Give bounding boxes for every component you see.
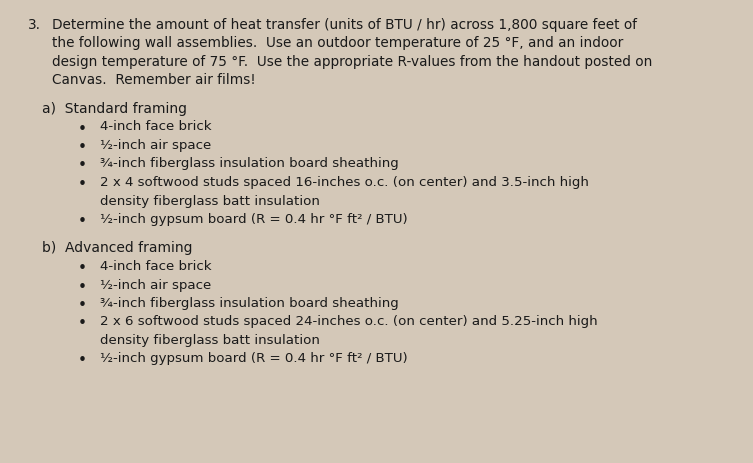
Text: ½-inch gypsum board (R = 0.4 hr °F ft² / BTU): ½-inch gypsum board (R = 0.4 hr °F ft² /… [100,352,407,365]
Text: the following wall assemblies.  Use an outdoor temperature of 25 °F, and an indo: the following wall assemblies. Use an ou… [52,37,623,50]
Text: •: • [78,260,87,275]
Text: 2 x 4 softwood studs spaced 16-inches o.c. (on center) and 3.5-inch high: 2 x 4 softwood studs spaced 16-inches o.… [100,175,589,188]
Text: density fiberglass batt insulation: density fiberglass batt insulation [100,194,320,207]
Text: •: • [78,279,87,294]
Text: •: • [78,158,87,173]
Text: •: • [78,213,87,229]
Text: 4-inch face brick: 4-inch face brick [100,120,212,133]
Text: •: • [78,121,87,136]
Text: 4-inch face brick: 4-inch face brick [100,259,212,272]
Text: •: • [78,316,87,331]
Text: •: • [78,140,87,155]
Text: •: • [78,297,87,313]
Text: ½-inch gypsum board (R = 0.4 hr °F ft² / BTU): ½-inch gypsum board (R = 0.4 hr °F ft² /… [100,213,407,225]
Text: ¾-inch fiberglass insulation board sheathing: ¾-inch fiberglass insulation board sheat… [100,157,399,170]
Text: ½-inch air space: ½-inch air space [100,278,212,291]
Text: 2 x 6 softwood studs spaced 24-inches o.c. (on center) and 5.25-inch high: 2 x 6 softwood studs spaced 24-inches o.… [100,315,598,328]
Text: ¾-inch fiberglass insulation board sheathing: ¾-inch fiberglass insulation board sheat… [100,296,399,309]
Text: •: • [78,176,87,192]
Text: density fiberglass batt insulation: density fiberglass batt insulation [100,333,320,346]
Text: design temperature of 75 °F.  Use the appropriate R-values from the handout post: design temperature of 75 °F. Use the app… [52,55,652,69]
Text: b)  Advanced framing: b) Advanced framing [42,241,193,255]
Text: ½-inch air space: ½-inch air space [100,139,212,152]
Text: a)  Standard framing: a) Standard framing [42,102,187,116]
Text: 3.: 3. [28,18,41,32]
Text: •: • [78,353,87,368]
Text: Canvas.  Remember air films!: Canvas. Remember air films! [52,73,256,88]
Text: Determine the amount of heat transfer (units of BTU / hr) across 1,800 square fe: Determine the amount of heat transfer (u… [52,18,637,32]
